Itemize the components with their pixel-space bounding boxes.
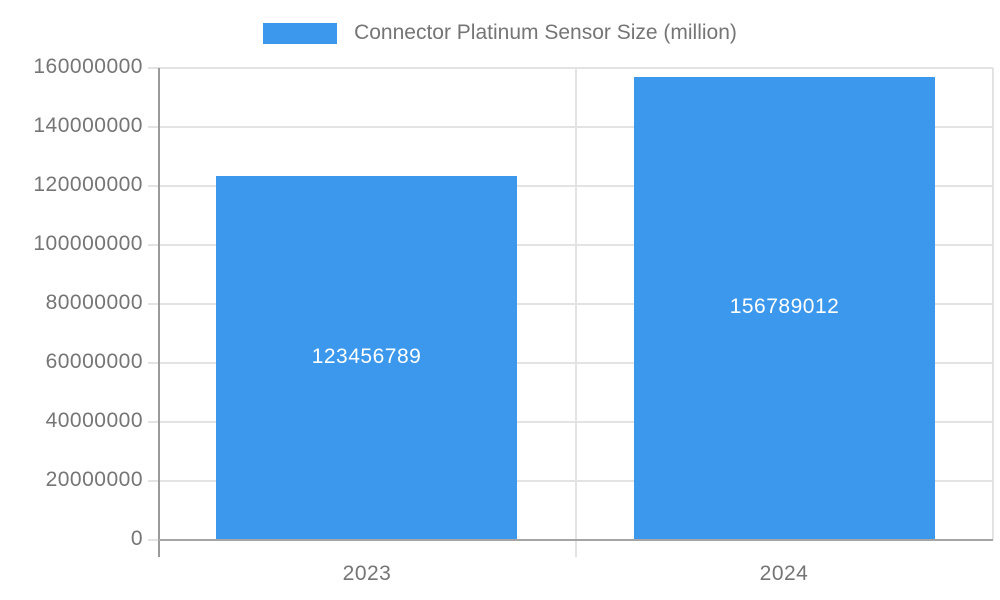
y-gridline (148, 244, 993, 246)
y-tick-label: 60000000 (45, 350, 143, 373)
category-divider-gridline (575, 68, 577, 557)
bar-2024: 156789012 (634, 77, 935, 540)
x-axis-baseline (158, 539, 993, 541)
x-tick-label: 2024 (759, 562, 809, 585)
legend-label: Connector Platinum Sensor Size (million) (354, 21, 737, 44)
y-gridline (148, 185, 993, 187)
y-axis-line (158, 68, 160, 557)
y-tick-label: 100000000 (33, 232, 143, 255)
y-tick-label: 0 (130, 527, 143, 550)
y-tick-label: 20000000 (45, 468, 143, 491)
plot-area: 123456789 156789012 (148, 67, 994, 557)
y-gridline (148, 303, 993, 305)
y-gridline (148, 480, 993, 482)
legend-swatch-icon (263, 22, 338, 44)
bar-value-label: 123456789 (311, 345, 422, 368)
chart-legend: Connector Platinum Sensor Size (million) (0, 20, 1000, 46)
y-gridline (148, 421, 993, 423)
category-divider-gridline (992, 68, 994, 540)
y-gridline (148, 126, 993, 128)
y-tick-label: 40000000 (45, 409, 143, 432)
y-tick-label: 80000000 (45, 291, 143, 314)
y-gridline (148, 362, 993, 364)
x-tick-label: 2023 (342, 562, 392, 585)
y-gridline (148, 67, 993, 69)
y-tick-label: 160000000 (33, 55, 143, 78)
y-tick-label: 140000000 (33, 114, 143, 137)
y-tick-label: 120000000 (33, 173, 143, 196)
bar-2023: 123456789 (216, 176, 517, 540)
bar-value-label: 156789012 (729, 295, 840, 318)
